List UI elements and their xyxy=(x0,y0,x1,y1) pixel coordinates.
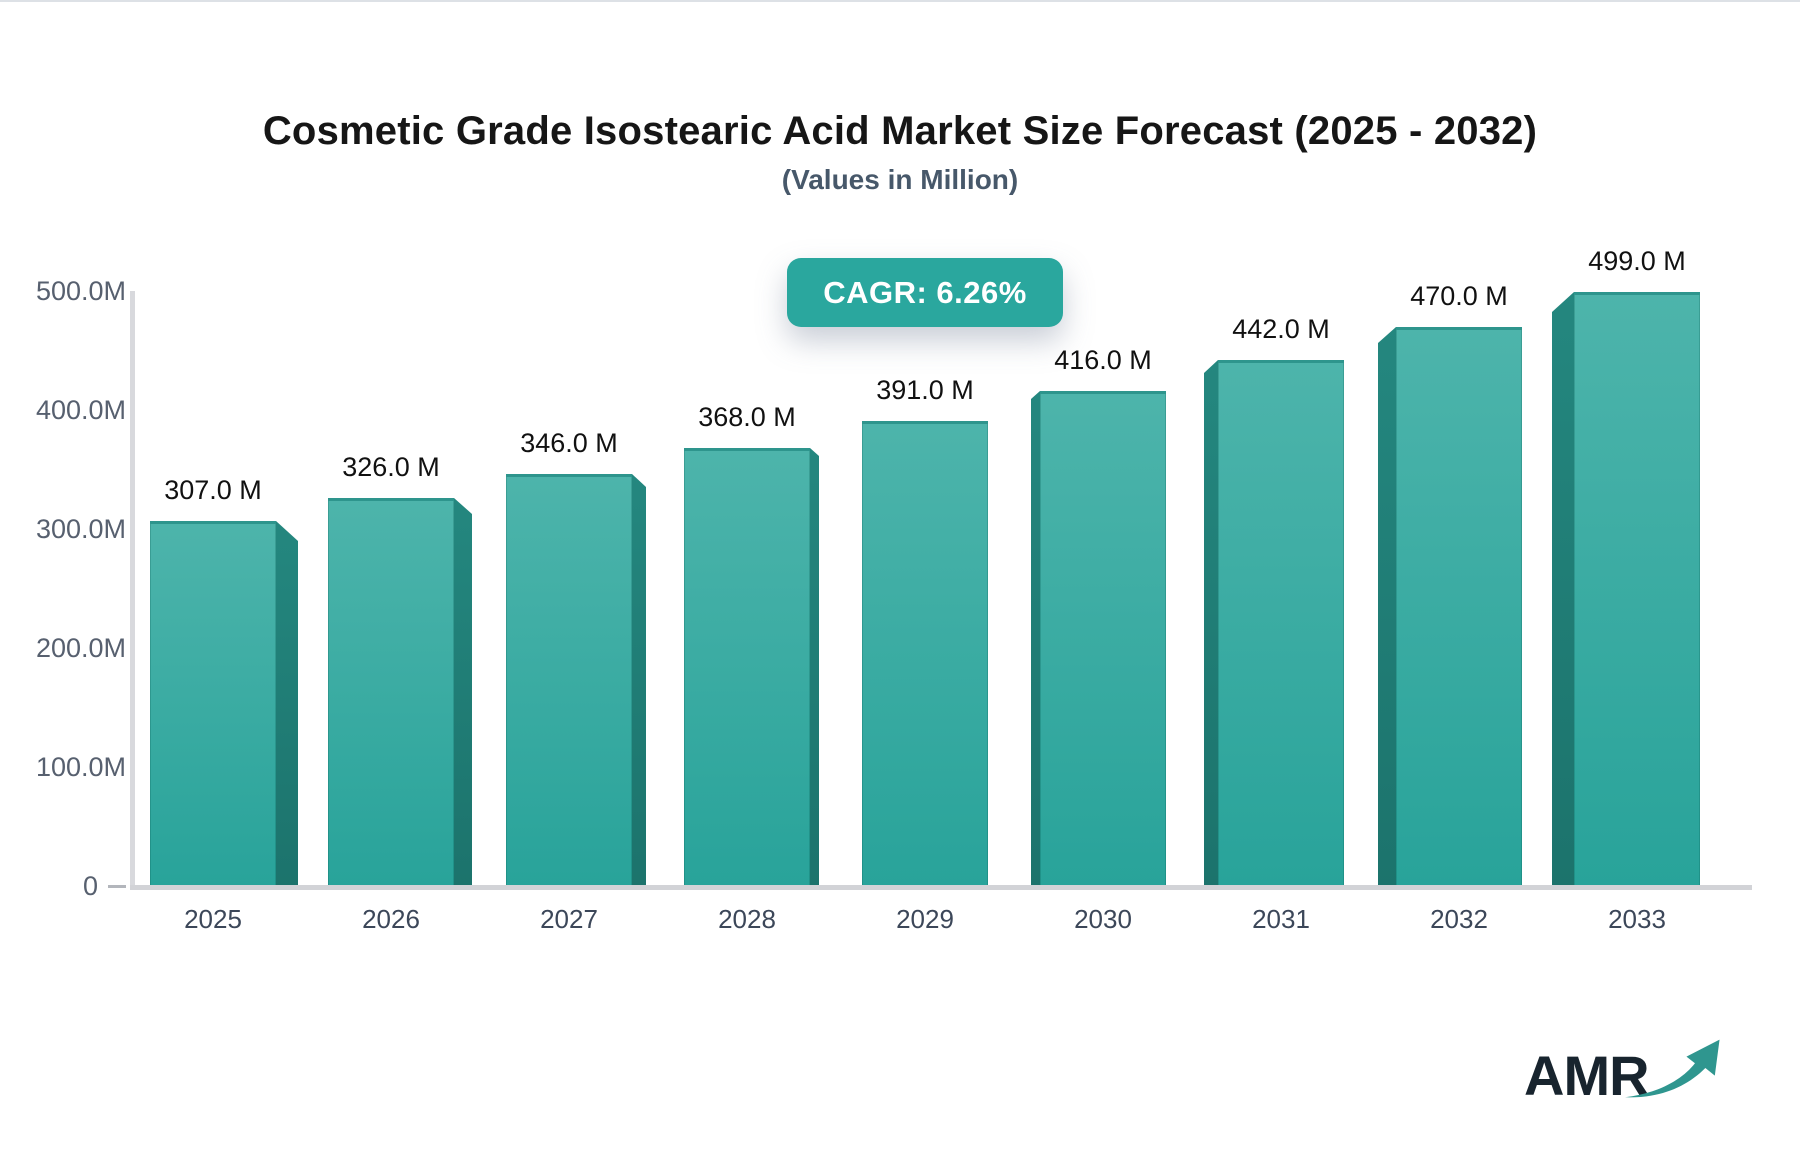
x-axis-label-2031: 2031 xyxy=(1252,904,1310,934)
bar-side-face-2025 xyxy=(276,521,298,888)
bar-value-label-2029: 391.0 M xyxy=(876,375,974,405)
bar-side-face-2033 xyxy=(1552,292,1574,888)
y-axis-line xyxy=(130,291,135,887)
y-tick-label: 500.0M xyxy=(35,275,126,306)
bar-value-label-2033: 499.0 M xyxy=(1588,246,1686,276)
chart-subtitle: (Values in Million) xyxy=(781,164,1019,195)
bar-value-label-2028: 368.0 M xyxy=(698,402,796,432)
bar-2030 xyxy=(1040,391,1166,888)
x-axis-label-2026: 2026 xyxy=(362,904,420,934)
y-tick-label: 0 xyxy=(82,870,98,901)
x-axis-label-2033: 2033 xyxy=(1608,904,1666,934)
bar-side-face-2027 xyxy=(632,474,646,888)
amr-logo: AMR xyxy=(1524,1034,1729,1104)
y-tick-100.0M: 100.0M xyxy=(0,750,126,784)
bar-2026 xyxy=(328,498,454,888)
bar-side-face-2032 xyxy=(1378,327,1396,888)
bar-2029 xyxy=(862,421,988,888)
logo-growth-arrow-icon xyxy=(1624,1039,1720,1098)
bar-side-face-2028 xyxy=(810,448,819,888)
y-tick-500.0M: 500.0M xyxy=(0,274,126,308)
bar-value-label-2030: 416.0 M xyxy=(1054,345,1152,375)
y-tick-label: 400.0M xyxy=(35,394,126,425)
x-axis-label-2029: 2029 xyxy=(896,904,954,934)
y-tick-200.0M: 200.0M xyxy=(0,631,126,665)
bar-value-label-2025: 307.0 M xyxy=(164,475,262,505)
x-axis-label-2027: 2027 xyxy=(540,904,598,934)
bar-2032 xyxy=(1396,327,1522,888)
cagr-badge: CAGR: 6.26% xyxy=(787,258,1063,327)
x-axis-line xyxy=(130,885,1752,890)
y-tick-label: 300.0M xyxy=(35,513,126,544)
bar-side-face-2030 xyxy=(1031,391,1040,888)
bar-2033 xyxy=(1574,292,1700,888)
x-axis-label-2028: 2028 xyxy=(718,904,776,934)
zero-tick-mark xyxy=(108,884,126,888)
y-tick-400.0M: 400.0M xyxy=(0,393,126,427)
y-tick-0: 0 xyxy=(0,869,126,903)
cagr-badge-label: CAGR: 6.26% xyxy=(823,274,1027,310)
amr-logo-text: AMR xyxy=(1524,1044,1650,1107)
bar-2031 xyxy=(1218,360,1344,888)
x-axis-label-2030: 2030 xyxy=(1074,904,1132,934)
bar-value-label-2026: 326.0 M xyxy=(342,452,440,482)
x-axis-label-2025: 2025 xyxy=(184,904,242,934)
bar-value-label-2032: 470.0 M xyxy=(1410,281,1508,311)
bar-2025 xyxy=(150,521,276,888)
y-tick-300.0M: 300.0M xyxy=(0,512,126,546)
x-axis-label-2032: 2032 xyxy=(1430,904,1488,934)
chart-title: Cosmetic Grade Isostearic Acid Market Si… xyxy=(262,109,1538,153)
bar-side-face-2031 xyxy=(1204,360,1218,888)
bar-value-label-2027: 346.0 M xyxy=(520,428,618,458)
bar-value-label-2031: 442.0 M xyxy=(1232,314,1330,344)
y-tick-label: 100.0M xyxy=(35,751,126,782)
bar-2028 xyxy=(684,448,810,888)
y-tick-label: 200.0M xyxy=(35,632,126,663)
bar-2027 xyxy=(506,474,632,888)
bar-side-face-2026 xyxy=(454,498,472,888)
